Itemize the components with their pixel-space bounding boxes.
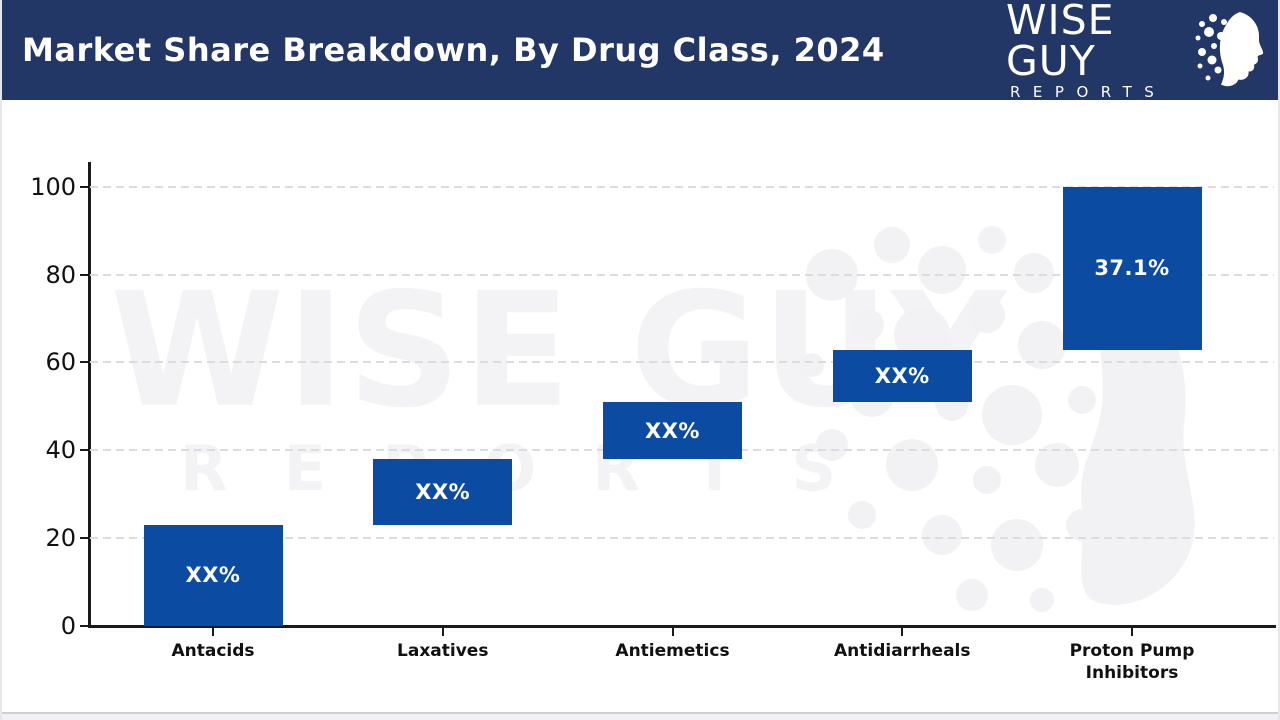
x-axis-category-label: Laxatives: [397, 641, 489, 661]
header-bar: Market Share Breakdown, By Drug Class, 2…: [2, 0, 1278, 100]
y-axis-tick: [80, 449, 88, 452]
gridline: [90, 273, 1274, 276]
waterfall-bar: XX%: [143, 524, 283, 626]
gridline: [90, 361, 1274, 364]
x-axis-category-label: Antiemetics: [615, 641, 730, 661]
logo-wiseguy-label: WISE GUY: [1006, 0, 1115, 85]
x-axis-tick: [901, 628, 904, 636]
y-axis-tick-label: 100: [30, 172, 76, 201]
x-axis-category-label: Antidiarrheals: [834, 641, 971, 661]
y-axis-tick-label: 0: [60, 612, 76, 640]
waterfall-bar: XX%: [603, 401, 742, 460]
x-axis-tick: [212, 628, 214, 636]
bar-value-label: XX%: [645, 418, 700, 443]
x-axis-tick: [671, 628, 674, 636]
bottom-edge-band: [2, 714, 1278, 720]
bar-value-label: XX%: [185, 563, 241, 588]
y-axis-tick: [80, 185, 88, 188]
bar-value-label: XX%: [415, 480, 471, 504]
bar-value-label: 37.1%: [1094, 256, 1170, 281]
logo-text: WISE GUY REPORTS: [1006, 0, 1186, 100]
gridline: [90, 537, 1274, 540]
y-axis-tick: [80, 625, 88, 627]
waterfall-bar: 37.1%: [1062, 186, 1202, 350]
waterfall-bar: XX%: [373, 459, 513, 525]
x-axis-tick: [441, 628, 444, 636]
y-axis-tick-label: 20: [45, 524, 76, 553]
x-axis-line: [88, 625, 1276, 628]
x-axis-category-label: Proton Pump Inhibitors: [1069, 641, 1195, 683]
y-axis-tick-label: 80: [45, 260, 76, 289]
bar-value-label: XX%: [874, 363, 930, 388]
chart-title: Market Share Breakdown, By Drug Class, 2…: [22, 31, 885, 69]
wise-guy-reports-logo: WISE GUY REPORTS: [1006, 0, 1272, 100]
y-axis-tick-label: 60: [45, 348, 76, 377]
bottom-edge-line: [2, 712, 1278, 714]
x-axis-tick: [1131, 628, 1133, 636]
waterfall-bar: XX%: [832, 349, 972, 402]
y-axis-line: [88, 162, 91, 627]
y-axis-tick-label: 40: [45, 436, 76, 465]
x-axis-category-label: Antacids: [171, 641, 255, 661]
y-axis-tick: [80, 361, 88, 364]
y-axis-tick: [80, 273, 88, 276]
gridline: [90, 185, 1274, 188]
y-axis-tick: [80, 537, 88, 540]
logo-reports-label: REPORTS: [1010, 83, 1167, 101]
logo-face-icon: [1195, 12, 1264, 87]
